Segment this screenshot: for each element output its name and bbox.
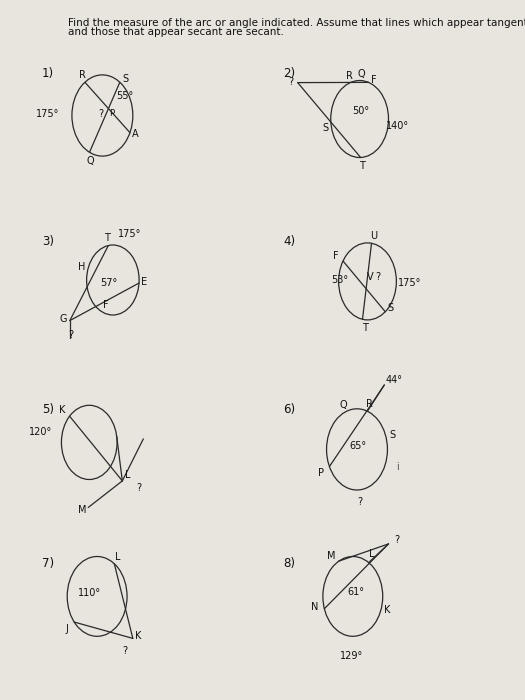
Text: 140°: 140°: [386, 121, 409, 131]
Text: R: R: [345, 71, 352, 80]
Text: L: L: [369, 550, 374, 559]
Text: T: T: [362, 323, 367, 332]
Text: 7): 7): [42, 557, 54, 570]
Text: P: P: [318, 468, 324, 478]
Text: N: N: [311, 602, 319, 612]
Text: V: V: [367, 272, 373, 281]
Text: 129°: 129°: [340, 651, 363, 661]
Text: J: J: [66, 624, 69, 634]
Text: 50°: 50°: [352, 106, 369, 116]
Text: 65°: 65°: [350, 441, 366, 451]
Text: Q: Q: [358, 69, 365, 78]
Text: 55°: 55°: [116, 91, 133, 101]
Text: Q: Q: [340, 400, 347, 410]
Text: 110°: 110°: [78, 588, 101, 598]
Text: ?: ?: [394, 536, 400, 545]
Text: S: S: [122, 74, 128, 84]
Text: 175°: 175°: [398, 278, 421, 288]
Text: ?: ?: [375, 272, 381, 281]
Text: 5): 5): [42, 403, 54, 416]
Text: ?: ?: [122, 646, 128, 656]
Text: U: U: [370, 231, 377, 241]
Text: i: i: [396, 462, 400, 472]
Text: F: F: [333, 251, 339, 261]
Text: P: P: [109, 109, 114, 118]
Text: M: M: [78, 505, 86, 515]
Text: 3): 3): [42, 235, 54, 248]
Text: A: A: [132, 129, 139, 139]
Text: 1): 1): [42, 67, 54, 80]
Text: S: S: [387, 302, 394, 312]
Text: T: T: [104, 233, 110, 243]
Text: E: E: [141, 277, 148, 288]
Text: ?: ?: [68, 330, 74, 340]
Text: 6): 6): [284, 403, 296, 416]
Text: F: F: [371, 75, 376, 85]
Text: ?: ?: [98, 109, 103, 119]
Text: G: G: [60, 314, 67, 323]
Text: Q: Q: [87, 155, 94, 166]
Text: 120°: 120°: [29, 427, 52, 437]
Text: 61°: 61°: [348, 587, 364, 597]
Text: M: M: [327, 552, 335, 561]
Text: T: T: [359, 161, 365, 171]
Text: R: R: [79, 70, 86, 80]
Text: 4): 4): [284, 235, 296, 248]
Text: H: H: [78, 262, 85, 272]
Text: 8): 8): [284, 557, 296, 570]
Text: 175°: 175°: [118, 230, 141, 239]
Text: S: S: [322, 122, 329, 132]
Text: ?: ?: [288, 77, 293, 87]
Text: L: L: [115, 552, 121, 561]
Text: ?: ?: [136, 483, 142, 493]
Text: 53°: 53°: [332, 275, 349, 285]
Text: S: S: [390, 430, 396, 440]
Text: K: K: [135, 631, 141, 640]
Text: K: K: [59, 405, 66, 415]
Text: Find the measure of the arc or angle indicated. Assume that lines which appear t: Find the measure of the arc or angle ind…: [68, 18, 525, 27]
Text: 44°: 44°: [385, 375, 402, 385]
Text: ?: ?: [357, 497, 362, 507]
Text: K: K: [384, 605, 390, 615]
Text: L: L: [125, 470, 130, 480]
Text: R: R: [365, 398, 372, 409]
Text: 2): 2): [284, 67, 296, 80]
Text: 175°: 175°: [36, 109, 59, 119]
Text: F: F: [103, 300, 109, 310]
Text: and those that appear secant are secant.: and those that appear secant are secant.: [68, 27, 284, 36]
Text: 57°: 57°: [100, 279, 117, 288]
